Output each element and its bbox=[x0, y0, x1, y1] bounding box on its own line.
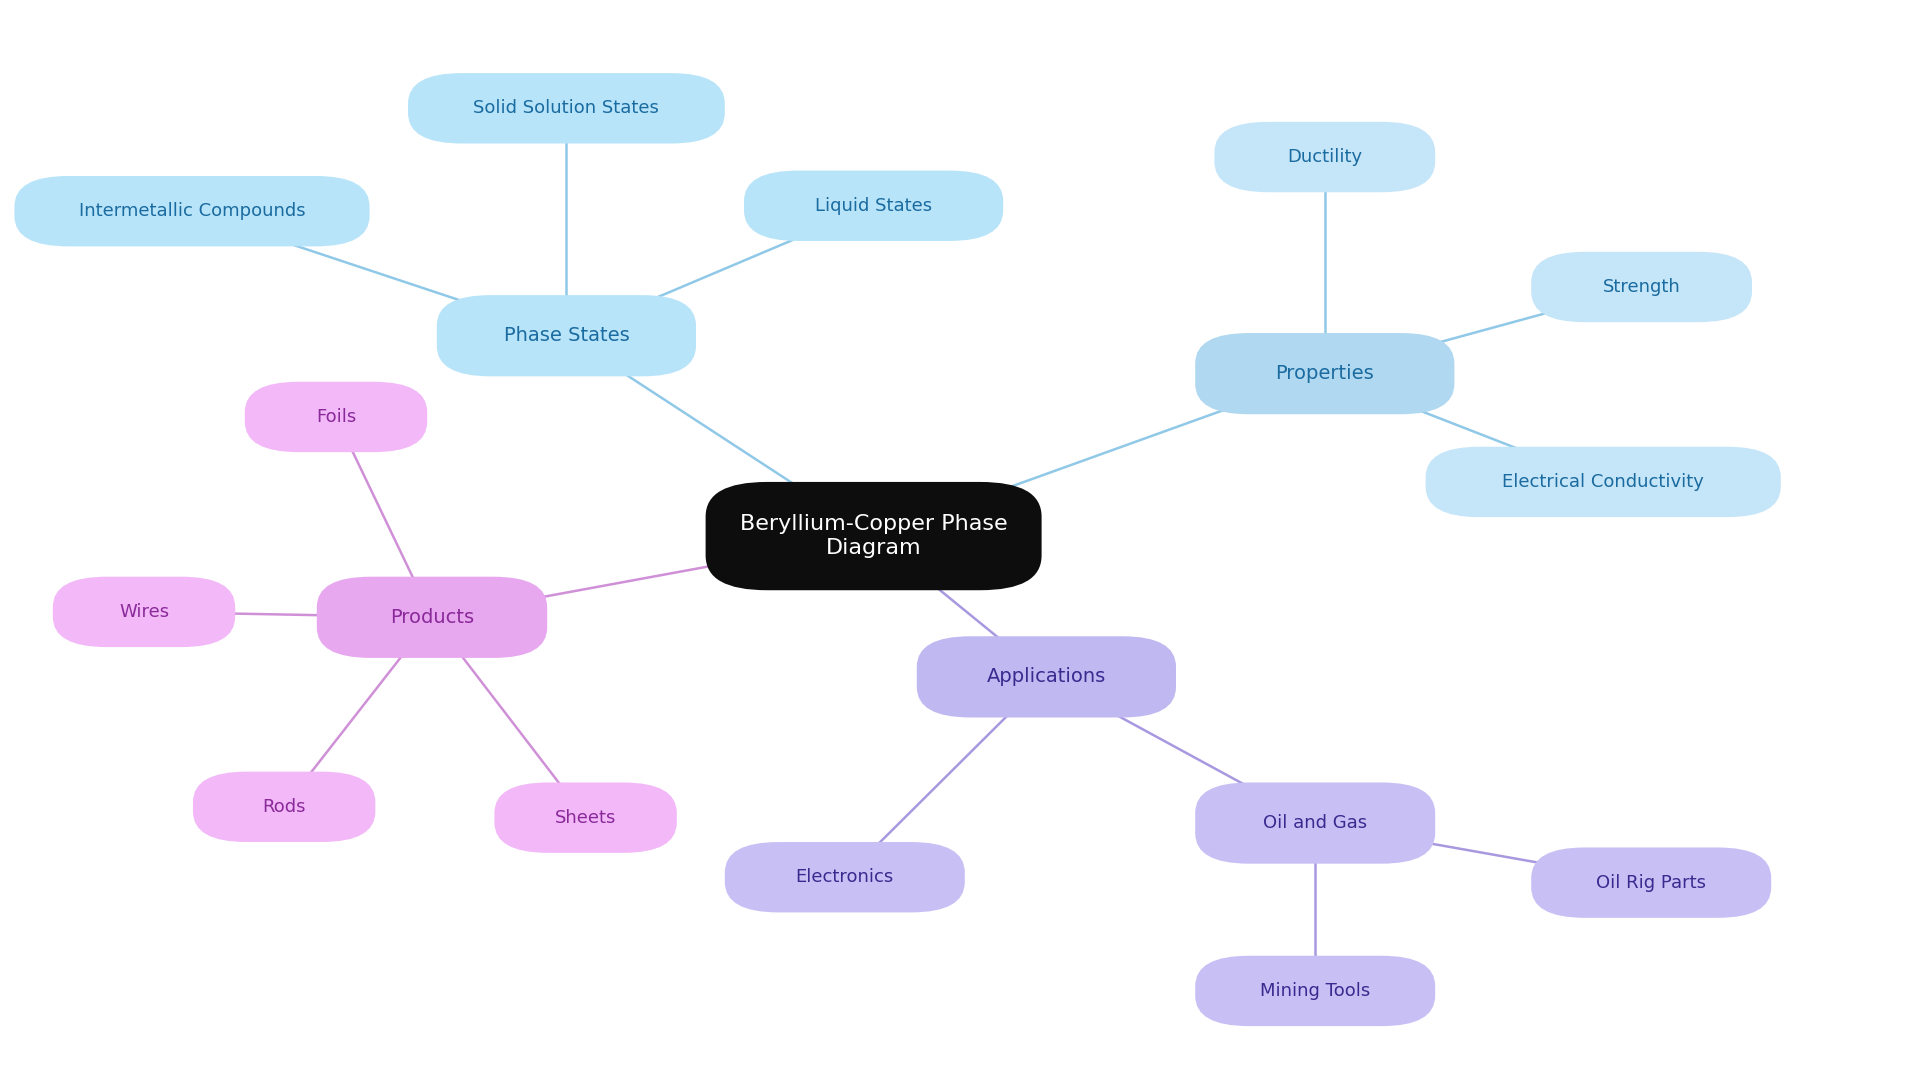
Text: Oil and Gas: Oil and Gas bbox=[1263, 814, 1367, 832]
Text: Solid Solution States: Solid Solution States bbox=[474, 100, 659, 117]
FancyBboxPatch shape bbox=[407, 73, 724, 143]
Text: Properties: Properties bbox=[1275, 364, 1375, 383]
FancyBboxPatch shape bbox=[436, 296, 695, 377]
FancyBboxPatch shape bbox=[1425, 446, 1782, 517]
FancyBboxPatch shape bbox=[1194, 334, 1455, 414]
Text: Electronics: Electronics bbox=[795, 869, 895, 886]
Text: Foils: Foils bbox=[317, 408, 355, 426]
Text: Electrical Conductivity: Electrical Conductivity bbox=[1501, 473, 1705, 491]
Text: Beryllium-Copper Phase
Diagram: Beryllium-Copper Phase Diagram bbox=[739, 514, 1008, 558]
Text: Phase States: Phase States bbox=[503, 326, 630, 345]
Text: Mining Tools: Mining Tools bbox=[1260, 982, 1371, 1000]
Text: Ductility: Ductility bbox=[1286, 148, 1363, 166]
FancyBboxPatch shape bbox=[1194, 782, 1436, 864]
Text: Sheets: Sheets bbox=[555, 809, 616, 826]
FancyBboxPatch shape bbox=[745, 170, 1002, 240]
FancyBboxPatch shape bbox=[317, 576, 547, 657]
FancyBboxPatch shape bbox=[15, 175, 369, 246]
Text: Wires: Wires bbox=[119, 603, 169, 621]
FancyBboxPatch shape bbox=[1532, 847, 1770, 918]
FancyBboxPatch shape bbox=[1194, 955, 1436, 1027]
FancyBboxPatch shape bbox=[52, 577, 234, 648]
Text: Strength: Strength bbox=[1603, 278, 1680, 296]
FancyBboxPatch shape bbox=[1532, 251, 1751, 323]
FancyBboxPatch shape bbox=[192, 772, 376, 843]
Text: Rods: Rods bbox=[263, 798, 305, 815]
FancyBboxPatch shape bbox=[246, 382, 426, 453]
Text: Intermetallic Compounds: Intermetallic Compounds bbox=[79, 203, 305, 220]
Text: Products: Products bbox=[390, 608, 474, 627]
FancyBboxPatch shape bbox=[918, 637, 1175, 717]
FancyBboxPatch shape bbox=[724, 843, 964, 912]
Text: Oil Rig Parts: Oil Rig Parts bbox=[1596, 874, 1707, 891]
FancyBboxPatch shape bbox=[495, 782, 678, 853]
Text: Liquid States: Liquid States bbox=[814, 197, 933, 214]
FancyBboxPatch shape bbox=[707, 482, 1041, 590]
Text: Applications: Applications bbox=[987, 667, 1106, 687]
FancyBboxPatch shape bbox=[1213, 122, 1434, 193]
